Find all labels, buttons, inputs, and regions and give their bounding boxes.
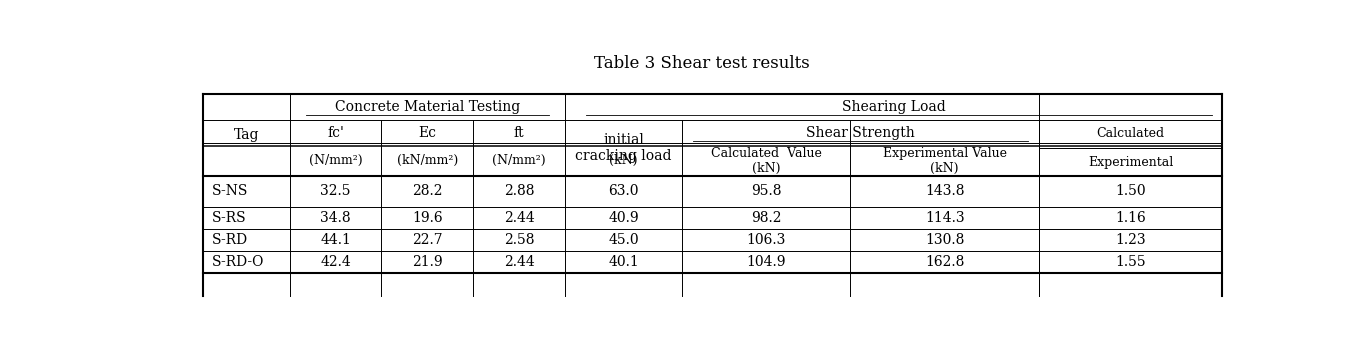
Text: 162.8: 162.8 — [925, 255, 964, 269]
Text: 106.3: 106.3 — [747, 233, 786, 247]
Text: 44.1: 44.1 — [321, 233, 351, 247]
Text: (N/mm²): (N/mm²) — [308, 154, 363, 168]
Text: 104.9: 104.9 — [747, 255, 786, 269]
Text: 2.58: 2.58 — [504, 233, 534, 247]
Text: Concrete Material Testing: Concrete Material Testing — [334, 100, 521, 114]
Text: 21.9: 21.9 — [412, 255, 443, 269]
Text: 2.88: 2.88 — [504, 184, 534, 198]
Text: 1.55: 1.55 — [1115, 255, 1145, 269]
Text: (kN): (kN) — [930, 162, 959, 175]
Text: Shear Strength: Shear Strength — [806, 126, 915, 140]
Text: Ec: Ec — [418, 126, 436, 140]
Text: 40.9: 40.9 — [608, 211, 638, 225]
Text: Tag: Tag — [234, 128, 259, 142]
Text: 143.8: 143.8 — [925, 184, 964, 198]
Text: 22.7: 22.7 — [412, 233, 443, 247]
Text: 95.8: 95.8 — [751, 184, 781, 198]
Text: 63.0: 63.0 — [608, 184, 638, 198]
Text: ft: ft — [514, 126, 525, 140]
Text: S-RS: S-RS — [211, 211, 247, 225]
Text: 40.1: 40.1 — [608, 255, 638, 269]
Text: Shearing Load: Shearing Load — [841, 100, 945, 114]
Text: (kN): (kN) — [752, 162, 781, 175]
Text: fc': fc' — [327, 126, 344, 140]
Text: 28.2: 28.2 — [412, 184, 443, 198]
Text: 1.23: 1.23 — [1115, 233, 1145, 247]
Text: Calculated: Calculated — [1096, 128, 1164, 140]
Text: Experimental: Experimental — [1088, 155, 1173, 169]
Text: 114.3: 114.3 — [925, 211, 964, 225]
Text: (kN): (kN) — [610, 154, 638, 168]
Text: S-RD: S-RD — [211, 233, 248, 247]
Text: Table 3 Shear test results: Table 3 Shear test results — [595, 54, 810, 72]
Text: (N/mm²): (N/mm²) — [492, 154, 545, 168]
Text: S-RD-O: S-RD-O — [211, 255, 264, 269]
Text: 34.8: 34.8 — [321, 211, 351, 225]
Text: (kN/mm²): (kN/mm²) — [397, 154, 458, 168]
Text: 45.0: 45.0 — [608, 233, 638, 247]
Text: 1.50: 1.50 — [1115, 184, 1145, 198]
Text: 130.8: 130.8 — [925, 233, 964, 247]
Text: initial
cracking load: initial cracking load — [575, 133, 671, 163]
Text: 1.16: 1.16 — [1115, 211, 1147, 225]
Text: Experimental Value: Experimental Value — [882, 147, 1007, 160]
Text: 98.2: 98.2 — [751, 211, 781, 225]
Text: Calculated  Value: Calculated Value — [711, 147, 822, 160]
Text: 42.4: 42.4 — [321, 255, 351, 269]
Text: 32.5: 32.5 — [321, 184, 351, 198]
Text: 19.6: 19.6 — [412, 211, 443, 225]
Text: S-NS: S-NS — [211, 184, 248, 198]
Text: 2.44: 2.44 — [504, 255, 534, 269]
Text: 2.44: 2.44 — [504, 211, 534, 225]
